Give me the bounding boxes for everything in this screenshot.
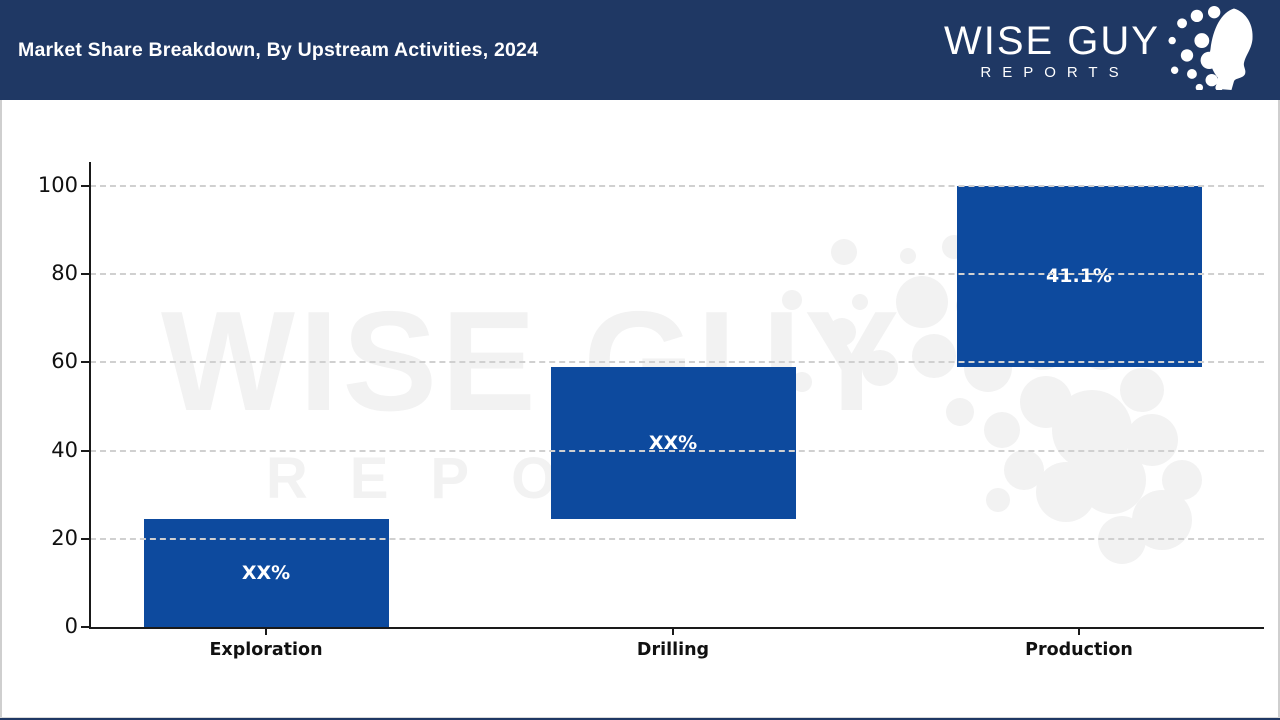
y-tickmark — [81, 273, 90, 276]
y-tick-label: 40 — [51, 437, 78, 462]
brand-logo: WISE GUY REPORTS — [944, 6, 1254, 94]
watermark-dot — [1126, 414, 1178, 466]
x-tickmark — [672, 629, 674, 635]
x-axis — [89, 627, 1264, 629]
y-axis — [89, 162, 91, 629]
watermark-dot — [1162, 460, 1202, 500]
footer-bar — [0, 718, 1280, 720]
bar-drilling: XX% — [550, 366, 796, 520]
y-tickmark — [81, 537, 90, 540]
watermark-dot — [1098, 516, 1146, 564]
y-gridline — [90, 537, 1264, 540]
y-tickmark — [81, 185, 90, 187]
watermark-dot — [852, 294, 868, 310]
watermark-dot — [828, 318, 856, 346]
bar-value-label: XX% — [241, 562, 291, 585]
dotted-face-logo-icon — [1162, 6, 1254, 94]
bar-exploration: XX% — [143, 519, 389, 627]
header-bar: Market Share Breakdown, By Upstream Acti… — [0, 0, 1280, 100]
watermark-dot — [792, 372, 812, 392]
watermark-dot — [1120, 368, 1164, 412]
y-gridline — [90, 361, 1264, 364]
watermark-dot — [984, 412, 1020, 448]
y-gridline — [90, 273, 1264, 276]
bar-production: 41.1% — [956, 185, 1202, 367]
watermark-dot — [831, 239, 857, 265]
y-tick-label: 0 — [64, 614, 78, 638]
waterfall-bar-plot: XX% XX% 41.1% 0 20 40 60 80 100 Exploration Drilli… — [2, 100, 1278, 720]
y-tick-label: 20 — [51, 525, 78, 550]
y-tick-label: 60 — [51, 349, 78, 374]
watermark-dot — [782, 290, 802, 310]
y-tickmark — [81, 449, 90, 452]
brand-name: WISE GUY — [943, 18, 1160, 63]
y-tickmark — [81, 626, 90, 628]
bottom-divider — [0, 717, 1280, 718]
bar-value-label: 41.1% — [1046, 265, 1112, 288]
x-category-label-production: Production — [1025, 640, 1133, 660]
brand-logo-text: WISE GUY REPORTS — [944, 21, 1160, 80]
y-tick-label: 80 — [51, 261, 78, 286]
chart-canvas: WISE GUY REPORTS XX%XX%41.1%020406080100… — [0, 100, 1280, 720]
y-gridline — [90, 185, 1264, 187]
chart-title: Market Share Breakdown, By Upstream Acti… — [18, 38, 539, 61]
y-tick-label: 100 — [37, 173, 78, 197]
watermark-dot — [986, 488, 1010, 512]
x-tickmark — [265, 629, 267, 635]
y-gridline — [90, 449, 1264, 452]
x-tickmark — [1078, 629, 1080, 635]
x-category-label-exploration: Exploration — [209, 640, 323, 660]
watermark-dot — [862, 350, 898, 386]
watermark-dot — [946, 398, 974, 426]
watermark-dot — [912, 334, 956, 378]
y-tickmark — [81, 361, 90, 364]
bar-value-label: XX% — [648, 432, 698, 455]
watermark-dot — [900, 248, 916, 264]
x-category-label-drilling: Drilling — [636, 640, 710, 660]
watermark-dot — [896, 276, 948, 328]
brand-subtitle: REPORTS — [980, 63, 1130, 81]
